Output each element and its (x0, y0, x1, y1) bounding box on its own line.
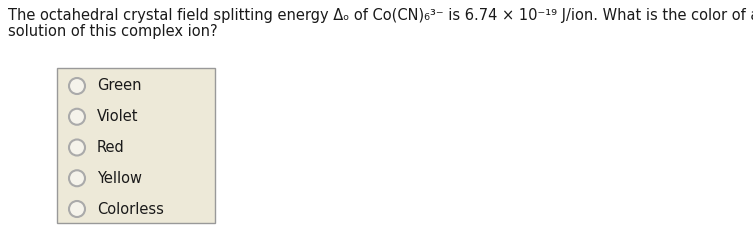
Text: Red: Red (97, 140, 125, 155)
Circle shape (69, 109, 85, 125)
Circle shape (69, 140, 85, 156)
Circle shape (69, 170, 85, 186)
Text: solution of this complex ion?: solution of this complex ion? (8, 24, 218, 39)
FancyBboxPatch shape (57, 68, 215, 223)
Text: Green: Green (97, 78, 142, 94)
Text: Yellow: Yellow (97, 171, 142, 186)
Text: Violet: Violet (97, 109, 139, 124)
Circle shape (69, 201, 85, 217)
Text: Colorless: Colorless (97, 201, 164, 216)
Circle shape (69, 78, 85, 94)
Text: The octahedral crystal field splitting energy Δₒ of Co(CN)₆³⁻ is 6.74 × 10⁻¹⁹ J/: The octahedral crystal field splitting e… (8, 8, 753, 23)
